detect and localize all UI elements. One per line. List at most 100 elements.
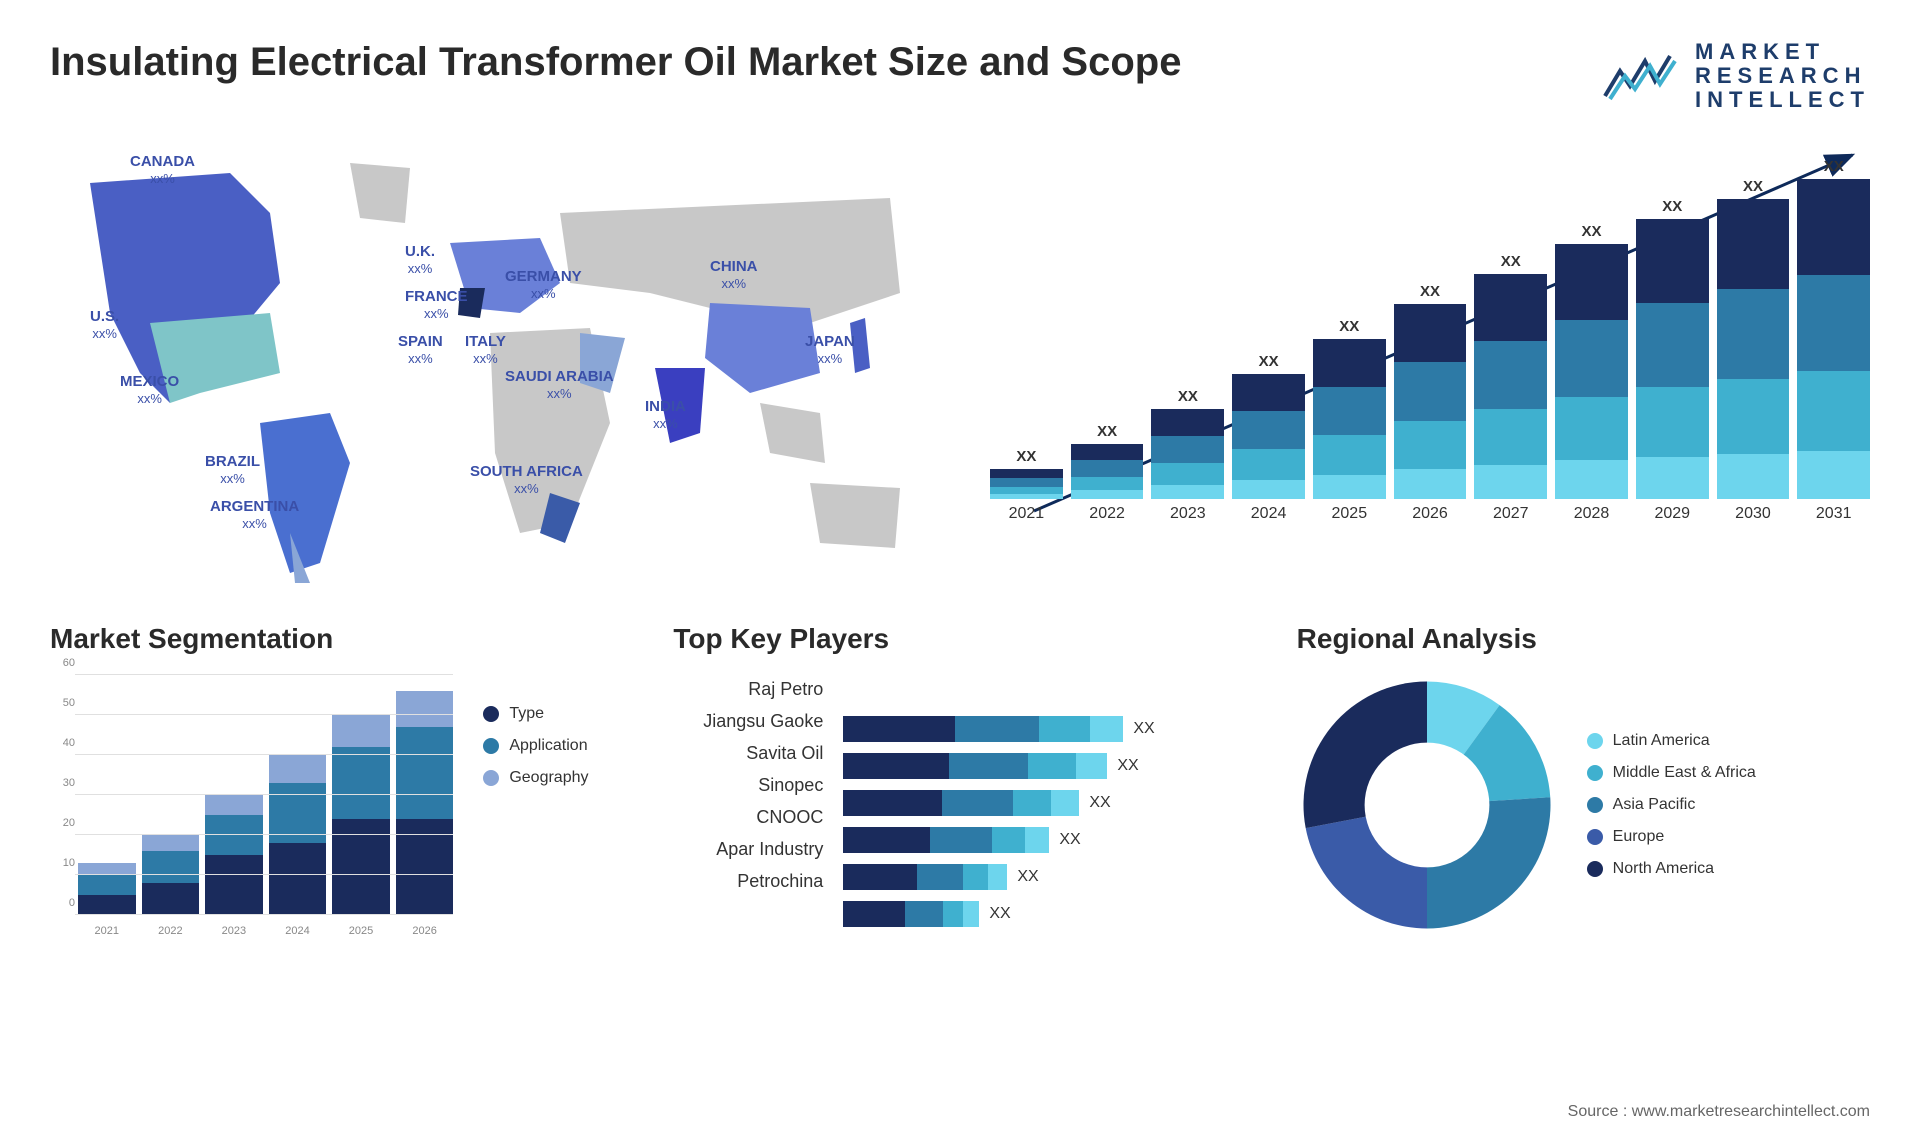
logo-line: MARKET <box>1695 40 1870 64</box>
legend-item: Europe <box>1587 828 1756 846</box>
forecast-value-label: XX <box>1582 223 1602 240</box>
regional-legend: Latin America Middle East & Africa Asia Pa… <box>1587 732 1756 878</box>
forecast-bar: XX 2025 <box>1313 318 1386 523</box>
segmentation-chart: 0102030405060 202120222023202420252026 <box>50 675 453 955</box>
forecast-chart: XX2021XX2022XX2023XX2024XX2025XX2026XX20… <box>990 143 1870 583</box>
yaxis-tick: 60 <box>63 657 75 669</box>
legend-item: Application <box>483 737 623 755</box>
legend-item: Geography <box>483 769 623 787</box>
regional-donut <box>1297 675 1557 935</box>
segmentation-year-label: 2023 <box>205 925 263 937</box>
forecast-year-label: 2028 <box>1574 505 1610 523</box>
forecast-value-label: XX <box>1016 448 1036 465</box>
player-value: XX <box>1117 757 1138 775</box>
forecast-year-label: 2027 <box>1493 505 1529 523</box>
forecast-bar: XX 2031 <box>1797 158 1870 523</box>
forecast-value-label: XX <box>1178 388 1198 405</box>
forecast-value-label: XX <box>1097 423 1117 440</box>
forecast-bar: XX 2028 <box>1555 223 1628 523</box>
player-label: Apar Industry <box>716 839 823 860</box>
forecast-bar: XX 2027 <box>1474 253 1547 523</box>
player-bar-row <box>843 679 1246 705</box>
segmentation-bar <box>396 691 454 915</box>
map-country-label: SOUTH AFRICAxx% <box>470 463 583 497</box>
segmentation-bar <box>269 755 327 915</box>
source-note: Source : www.marketresearchintellect.com <box>1568 1103 1870 1121</box>
forecast-year-label: 2025 <box>1332 505 1368 523</box>
regional-title: Regional Analysis <box>1297 623 1870 655</box>
forecast-year-label: 2023 <box>1170 505 1206 523</box>
forecast-value-label: XX <box>1339 318 1359 335</box>
yaxis-tick: 20 <box>63 817 75 829</box>
legend-item: North America <box>1587 860 1756 878</box>
player-value: XX <box>989 905 1010 923</box>
forecast-bar: XX2030 <box>1717 178 1790 523</box>
map-country-label: MEXICOxx% <box>120 373 179 407</box>
brand-logo: MARKET RESEARCH INTELLECT <box>1600 40 1870 113</box>
forecast-year-label: 2031 <box>1816 505 1852 523</box>
player-bar-row: XX <box>843 901 1246 927</box>
map-country-label: GERMANYxx% <box>505 268 582 302</box>
player-bar-row: XX <box>843 790 1246 816</box>
segmentation-year-label: 2026 <box>396 925 454 937</box>
forecast-year-label: 2024 <box>1251 505 1287 523</box>
player-value: XX <box>1017 868 1038 886</box>
gridline <box>75 914 453 915</box>
gridline <box>75 794 453 795</box>
world-map-chart: CANADAxx% U.S.xx% MEXICOxx% BRAZILxx% ARGENT… <box>50 143 930 583</box>
player-label: Raj Petro <box>748 679 823 700</box>
players-title: Top Key Players <box>673 623 1246 655</box>
legend-item: Latin America <box>1587 732 1756 750</box>
forecast-year-label: 2021 <box>1009 505 1045 523</box>
player-label: CNOOC <box>756 807 823 828</box>
player-value: XX <box>1089 794 1110 812</box>
forecast-value-label: XX <box>1501 253 1521 270</box>
logo-text: MARKET RESEARCH INTELLECT <box>1695 40 1870 113</box>
gridline <box>75 674 453 675</box>
players-section: Top Key Players Raj Petro Jiangsu Gaoke Sa… <box>673 623 1246 955</box>
forecast-year-label: 2030 <box>1735 505 1771 523</box>
map-country-label: BRAZILxx% <box>205 453 260 487</box>
player-value: XX <box>1059 831 1080 849</box>
gridline <box>75 714 453 715</box>
map-country-label: ITALYxx% <box>465 333 506 367</box>
gridline <box>75 834 453 835</box>
segmentation-legend: TypeApplicationGeography <box>483 675 623 955</box>
yaxis-tick: 10 <box>63 857 75 869</box>
map-country-label: U.S.xx% <box>90 308 119 342</box>
logo-icon <box>1600 51 1680 101</box>
forecast-year-label: 2022 <box>1089 505 1125 523</box>
map-country-label: SPAINxx% <box>398 333 443 367</box>
player-label: Sinopec <box>758 775 823 796</box>
forecast-bar: XX 2024 <box>1232 353 1305 523</box>
map-country-label: ARGENTINAxx% <box>210 498 299 532</box>
yaxis-tick: 50 <box>63 697 75 709</box>
page-header: Insulating Electrical Transformer Oil Ma… <box>50 40 1870 113</box>
page-title: Insulating Electrical Transformer Oil Ma… <box>50 40 1181 85</box>
legend-item: Asia Pacific <box>1587 796 1756 814</box>
player-bar-row: XX <box>843 864 1246 890</box>
player-bar-row: XX <box>843 753 1246 779</box>
yaxis-tick: 30 <box>63 777 75 789</box>
forecast-value-label: XX <box>1824 158 1844 175</box>
segmentation-year-label: 2024 <box>269 925 327 937</box>
segmentation-bar <box>142 835 200 915</box>
segmentation-year-label: 2025 <box>332 925 390 937</box>
segmentation-year-label: 2021 <box>78 925 136 937</box>
player-value: XX <box>1133 720 1154 738</box>
forecast-bar: XX2026 <box>1394 283 1467 523</box>
top-row: CANADAxx% U.S.xx% MEXICOxx% BRAZILxx% ARGENT… <box>50 143 1870 583</box>
segmentation-year-label: 2022 <box>142 925 200 937</box>
player-label: Savita Oil <box>746 743 823 764</box>
gridline <box>75 754 453 755</box>
forecast-value-label: XX <box>1259 353 1279 370</box>
segmentation-title: Market Segmentation <box>50 623 623 655</box>
segmentation-bar <box>205 795 263 915</box>
player-label: Jiangsu Gaoke <box>703 711 823 732</box>
map-country-label: FRANCExx% <box>405 288 468 322</box>
legend-item: Middle East & Africa <box>1587 764 1756 782</box>
map-country-label: CANADAxx% <box>130 153 195 187</box>
forecast-year-label: 2029 <box>1654 505 1690 523</box>
forecast-value-label: XX <box>1420 283 1440 300</box>
regional-section: Regional Analysis Latin America Middle Ea… <box>1297 623 1870 955</box>
